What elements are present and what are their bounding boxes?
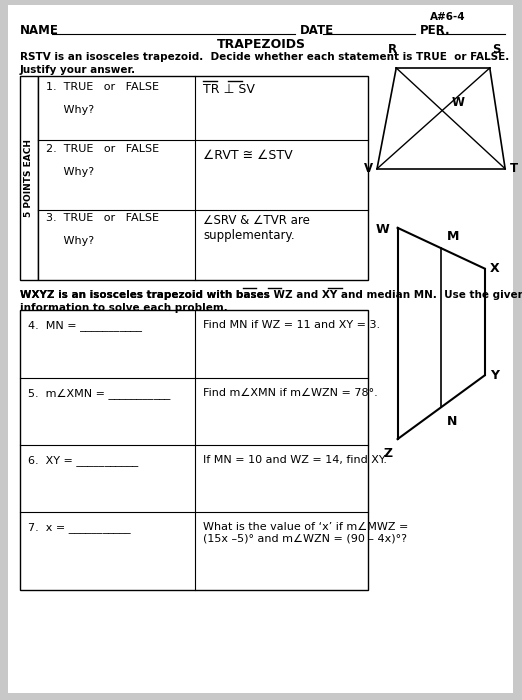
Text: What is the value of ‘x’ if m∠MWZ =
(15x –5)° and m∠WZN = (90 – 4x)°?: What is the value of ‘x’ if m∠MWZ = (15x… [203, 522, 408, 544]
FancyBboxPatch shape [8, 5, 513, 693]
Text: PER.: PER. [420, 24, 450, 37]
FancyBboxPatch shape [38, 76, 368, 280]
Text: DATE: DATE [300, 24, 334, 37]
Text: WXYZ is an isosceles trapezoid with bases: WXYZ is an isosceles trapezoid with base… [20, 290, 274, 300]
Text: T: T [510, 162, 518, 175]
Text: 1.  TRUE   or   FALSE

     Why?: 1. TRUE or FALSE Why? [46, 82, 159, 116]
Text: ∠SRV & ∠TVR are
supplementary.: ∠SRV & ∠TVR are supplementary. [203, 214, 310, 242]
Text: 6.  XY = ___________: 6. XY = ___________ [28, 455, 138, 466]
Text: X: X [490, 262, 500, 275]
Text: W: W [375, 223, 389, 236]
Text: Find MN if WZ = 11 and XY = 3.: Find MN if WZ = 11 and XY = 3. [203, 320, 380, 330]
Text: TRAPEZOIDS: TRAPEZOIDS [217, 38, 305, 51]
Text: WXYZ is an isosceles trapezoid with bases WZ and XY and median MN.  Use the give: WXYZ is an isosceles trapezoid with base… [20, 290, 522, 300]
Text: RSTV is an isosceles trapezoid.  Decide whether each statement is TRUE  or FALSE: RSTV is an isosceles trapezoid. Decide w… [20, 52, 509, 62]
Text: 5.  m∠XMN = ___________: 5. m∠XMN = ___________ [28, 388, 170, 399]
Text: ∠RVT ≅ ∠STV: ∠RVT ≅ ∠STV [203, 149, 293, 162]
Text: M: M [446, 230, 459, 243]
Text: 5 POINTS EACH: 5 POINTS EACH [25, 139, 33, 217]
Text: S: S [492, 43, 501, 56]
Text: 3.  TRUE   or   FALSE

     Why?: 3. TRUE or FALSE Why? [46, 213, 159, 246]
Text: V: V [363, 162, 373, 175]
FancyBboxPatch shape [20, 76, 38, 280]
Text: W: W [451, 97, 464, 109]
Text: NAME: NAME [20, 24, 59, 37]
Text: Find m∠XMN if m∠WZN = 78°.: Find m∠XMN if m∠WZN = 78°. [203, 388, 378, 398]
Text: A#6-4: A#6-4 [430, 12, 466, 22]
Text: If MN = 10 and WZ = 14, find XY.: If MN = 10 and WZ = 14, find XY. [203, 455, 387, 465]
Text: R: R [388, 43, 397, 56]
Text: Z: Z [383, 447, 392, 460]
Text: 4.  MN = ___________: 4. MN = ___________ [28, 320, 142, 331]
Text: TR ⊥ SV: TR ⊥ SV [203, 83, 255, 96]
Text: 2.  TRUE   or   FALSE

     Why?: 2. TRUE or FALSE Why? [46, 144, 159, 177]
Text: Y: Y [490, 369, 499, 382]
Text: 7.  x = ___________: 7. x = ___________ [28, 522, 130, 533]
FancyBboxPatch shape [20, 310, 368, 590]
Text: information to solve each problem.: information to solve each problem. [20, 303, 228, 313]
Text: Justify your answer.: Justify your answer. [20, 65, 136, 75]
Text: N: N [446, 415, 457, 428]
